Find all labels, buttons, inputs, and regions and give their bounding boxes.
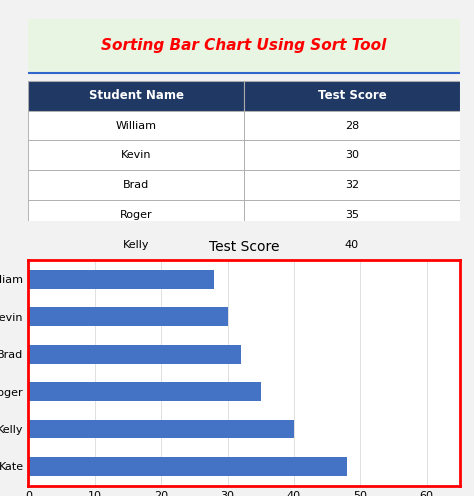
Text: Student Name: Student Name <box>89 89 184 102</box>
Text: William: William <box>116 121 157 130</box>
Bar <box>28 420 294 438</box>
FancyBboxPatch shape <box>28 260 244 290</box>
FancyBboxPatch shape <box>244 111 460 140</box>
Text: Sorting Bar Chart Using Sort Tool: Sorting Bar Chart Using Sort Tool <box>101 38 387 53</box>
FancyBboxPatch shape <box>28 19 460 72</box>
FancyBboxPatch shape <box>244 200 460 230</box>
Text: Kevin: Kevin <box>121 150 152 160</box>
FancyBboxPatch shape <box>28 81 244 111</box>
Text: Kate: Kate <box>124 270 149 280</box>
FancyBboxPatch shape <box>28 200 244 230</box>
FancyBboxPatch shape <box>244 260 460 290</box>
Bar <box>28 457 347 476</box>
Bar <box>28 382 261 401</box>
FancyBboxPatch shape <box>28 230 244 260</box>
Bar <box>28 270 214 289</box>
FancyBboxPatch shape <box>244 140 460 170</box>
FancyBboxPatch shape <box>244 230 460 260</box>
FancyBboxPatch shape <box>244 170 460 200</box>
Text: 30: 30 <box>345 150 359 160</box>
Text: 28: 28 <box>345 121 359 130</box>
FancyBboxPatch shape <box>28 170 244 200</box>
Text: Test Score: Test Score <box>318 89 386 102</box>
Bar <box>28 308 228 326</box>
FancyBboxPatch shape <box>28 111 244 140</box>
Text: Roger: Roger <box>120 210 153 220</box>
FancyBboxPatch shape <box>28 140 244 170</box>
Text: Brad: Brad <box>123 180 149 190</box>
Text: 48: 48 <box>345 270 359 280</box>
Text: 32: 32 <box>345 180 359 190</box>
Text: 35: 35 <box>345 210 359 220</box>
Text: 40: 40 <box>345 240 359 250</box>
Bar <box>28 345 241 364</box>
Title: Test Score: Test Score <box>209 240 279 254</box>
Text: Kelly: Kelly <box>123 240 149 250</box>
FancyBboxPatch shape <box>244 81 460 111</box>
